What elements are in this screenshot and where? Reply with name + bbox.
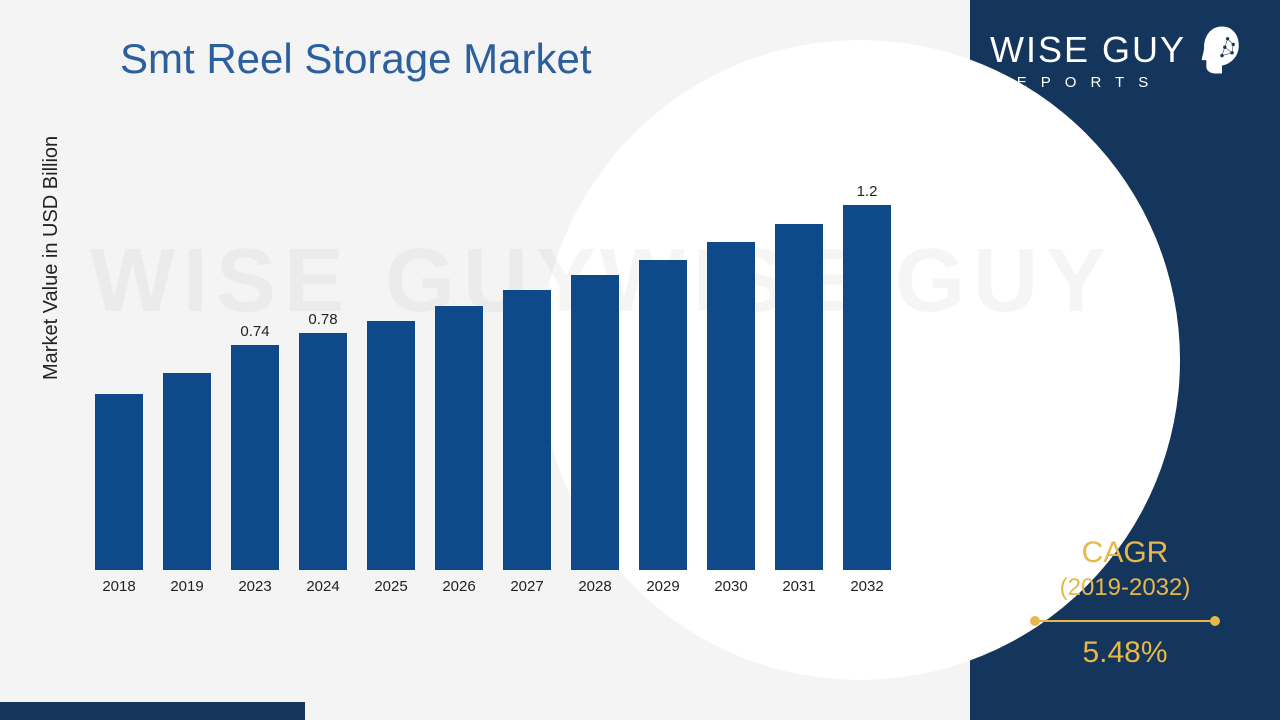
bar-wrap: 0.78	[299, 311, 347, 570]
bar	[571, 275, 619, 570]
bar-wrap	[435, 284, 483, 570]
bar	[299, 333, 347, 570]
bottom-accent-bar	[0, 702, 305, 720]
bar-wrap	[639, 238, 687, 570]
brand-logo: WISE GUY REPORTS	[990, 22, 1250, 91]
bar-wrap: 1.2	[843, 183, 891, 570]
x-tick-label: 2018	[95, 578, 143, 595]
cagr-divider	[1035, 620, 1215, 622]
head-icon	[1194, 22, 1250, 78]
bar	[707, 242, 755, 570]
cagr-label: CAGR	[970, 536, 1280, 570]
bar-chart: 0.74 0.78 1.2 2018 2019 2023 2024 2025 2026 2027…	[90, 175, 900, 595]
x-tick-label: 2024	[299, 578, 347, 595]
bar-wrap	[503, 268, 551, 570]
chart-title: Smt Reel Storage Market	[120, 35, 592, 83]
bar	[95, 394, 143, 570]
bar	[367, 321, 415, 570]
cagr-block: CAGR (2019-2032) 5.48%	[970, 536, 1280, 670]
bar-wrap	[367, 299, 415, 570]
cagr-range: (2019-2032)	[970, 574, 1280, 602]
logo-main-text: WISE GUY	[990, 29, 1186, 71]
bar-value-label: 0.74	[240, 323, 269, 341]
bar-wrap	[163, 351, 211, 571]
bar	[231, 345, 279, 570]
x-tick-label: 2029	[639, 578, 687, 595]
bar	[843, 205, 891, 570]
x-tick-label: 2031	[775, 578, 823, 595]
x-tick-label: 2028	[571, 578, 619, 595]
bar	[163, 373, 211, 571]
x-tick-label: 2032	[843, 578, 891, 595]
bars-container: 0.74 0.78 1.2	[90, 175, 900, 570]
bar-wrap	[775, 202, 823, 570]
x-tick-label: 2026	[435, 578, 483, 595]
y-axis-label: Market Value in USD Billion	[40, 136, 63, 380]
bar-wrap: 0.74	[231, 323, 279, 570]
bar-value-label: 1.2	[857, 183, 878, 201]
x-tick-label: 2027	[503, 578, 551, 595]
cagr-value: 5.48%	[970, 636, 1280, 670]
x-tick-label: 2025	[367, 578, 415, 595]
bar-value-label: 0.78	[308, 311, 337, 329]
x-axis-labels: 2018 2019 2023 2024 2025 2026 2027 2028 2029 2030…	[90, 578, 900, 595]
bar-wrap	[95, 372, 143, 570]
bar	[775, 224, 823, 570]
x-tick-label: 2030	[707, 578, 755, 595]
x-tick-label: 2023	[231, 578, 279, 595]
bar-wrap	[707, 220, 755, 570]
bar	[503, 290, 551, 570]
x-tick-label: 2019	[163, 578, 211, 595]
bar	[435, 306, 483, 570]
bar	[639, 260, 687, 570]
bar-wrap	[571, 253, 619, 570]
